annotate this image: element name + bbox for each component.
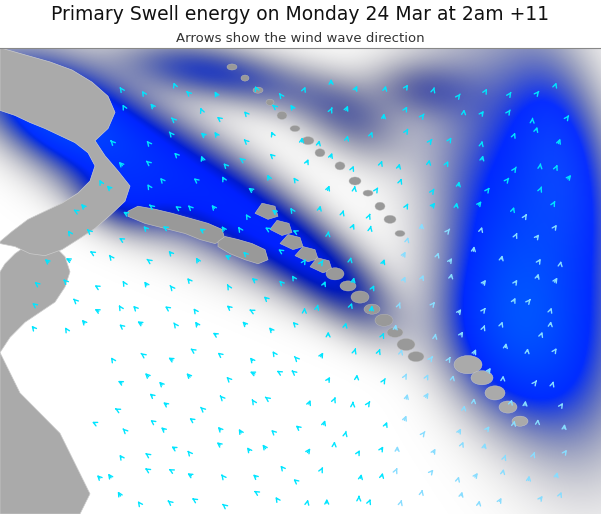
- Ellipse shape: [408, 352, 424, 362]
- Ellipse shape: [253, 87, 263, 93]
- Ellipse shape: [397, 338, 415, 351]
- Text: Primary Swell energy on Monday 24 Mar at 2am +11: Primary Swell energy on Monday 24 Mar at…: [52, 5, 549, 24]
- Ellipse shape: [471, 371, 493, 385]
- Ellipse shape: [499, 401, 517, 413]
- Ellipse shape: [375, 314, 393, 326]
- Ellipse shape: [351, 291, 369, 303]
- Ellipse shape: [277, 112, 287, 119]
- Ellipse shape: [485, 386, 505, 400]
- Ellipse shape: [395, 230, 405, 236]
- Ellipse shape: [340, 281, 356, 291]
- Ellipse shape: [349, 177, 361, 185]
- Polygon shape: [310, 258, 332, 273]
- Polygon shape: [255, 203, 278, 219]
- Polygon shape: [0, 353, 90, 514]
- Ellipse shape: [387, 327, 403, 337]
- Ellipse shape: [227, 64, 237, 70]
- Ellipse shape: [302, 137, 314, 144]
- Text: Arrows show the wind wave direction: Arrows show the wind wave direction: [176, 32, 425, 45]
- Ellipse shape: [326, 268, 344, 280]
- Ellipse shape: [364, 304, 380, 314]
- Ellipse shape: [363, 190, 373, 196]
- Ellipse shape: [512, 416, 528, 426]
- Ellipse shape: [290, 125, 300, 132]
- Ellipse shape: [335, 162, 345, 170]
- Polygon shape: [0, 48, 130, 255]
- Polygon shape: [218, 236, 268, 264]
- Ellipse shape: [315, 149, 325, 157]
- Ellipse shape: [266, 99, 274, 105]
- Ellipse shape: [375, 202, 385, 210]
- Polygon shape: [270, 221, 292, 235]
- Polygon shape: [0, 242, 70, 353]
- Polygon shape: [295, 247, 318, 262]
- Ellipse shape: [384, 215, 396, 224]
- Polygon shape: [128, 206, 225, 244]
- Polygon shape: [280, 234, 303, 250]
- Ellipse shape: [241, 75, 249, 81]
- Ellipse shape: [454, 356, 482, 374]
